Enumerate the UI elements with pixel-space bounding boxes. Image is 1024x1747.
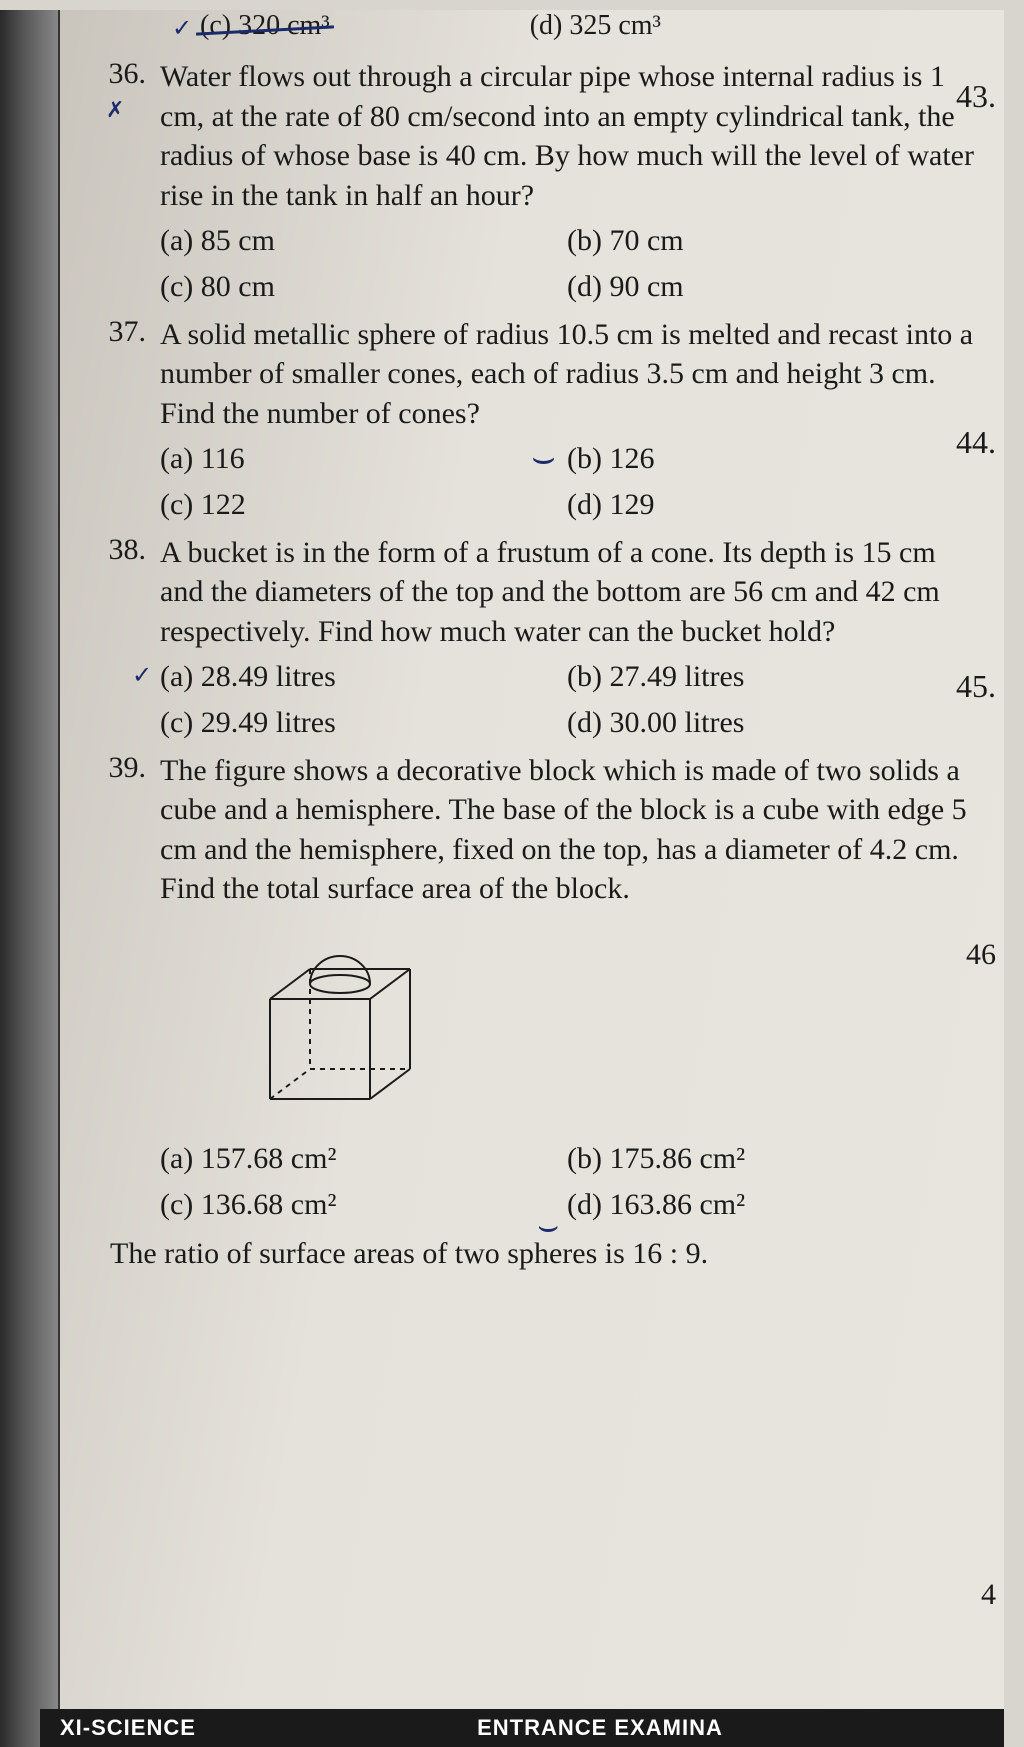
question-38: 38. A bucket is in the form of a frustum… — [100, 533, 974, 743]
page: ✓ (c) 320 cm³ (d) 325 cm³ 36. ✗ Water fl… — [40, 10, 1004, 1747]
option-a: (a) 157.68 cm² — [160, 1139, 567, 1179]
cube-hemisphere-figure — [240, 929, 974, 1130]
question-text: The figure shows a decorative block whic… — [160, 754, 967, 906]
option-c-text: (c) 320 cm³ — [200, 10, 330, 42]
option-b: (b) 175.86 cm² — [567, 1139, 974, 1179]
question-number: 38. — [100, 533, 160, 743]
footer-strip: XI-SCIENCE ENTRANCE EXAMINA — [40, 1709, 1004, 1747]
option-a: (a) 116 — [160, 439, 567, 479]
check-mark-icon: ⌣ — [537, 1205, 559, 1250]
strip-right: ENTRANCE EXAMINA — [477, 1715, 723, 1741]
side-number-46: 46 — [966, 938, 996, 972]
side-number-45: 45. — [956, 668, 996, 705]
option-b: (b) 70 cm — [567, 221, 974, 261]
strip-left: XI-SCIENCE — [60, 1715, 196, 1741]
option-d: ⌣ (d) 163.86 cm² — [567, 1185, 974, 1225]
top-option-row: ✓ (c) 320 cm³ (d) 325 cm³ — [100, 10, 974, 42]
option-c: (c) 122 — [160, 485, 567, 525]
question-body: A bucket is in the form of a frustum of … — [160, 533, 974, 743]
options-grid: (a) 157.68 cm² (b) 175.86 cm² (c) 136.68… — [160, 1139, 974, 1224]
side-number-44: 44. — [956, 424, 996, 461]
options-grid: (a) 85 cm (b) 70 cm (c) 80 cm (d) 90 cm — [160, 221, 974, 306]
option-d: (d) 90 cm — [567, 267, 974, 307]
question-text: A solid metallic sphere of radius 10.5 c… — [160, 318, 973, 430]
option-c: (c) 136.68 cm² — [160, 1185, 567, 1225]
option-c: ✓ (c) 320 cm³ — [200, 10, 330, 42]
question-body: ✗ Water flows out through a circular pip… — [160, 57, 974, 307]
question-body: A solid metallic sphere of radius 10.5 c… — [160, 315, 974, 525]
option-d: (d) 30.00 litres — [567, 703, 974, 743]
side-number-43: 43. — [956, 78, 996, 115]
option-a: (a) 85 cm — [160, 221, 567, 261]
question-number: 37. — [100, 315, 160, 525]
options-grid: (a) 116 ⌣ (b) 126 (c) 122 (d) 129 — [160, 439, 974, 524]
cross-mark-icon: ✗ — [106, 95, 124, 124]
question-text: Water flows out through a circular pipe … — [160, 60, 974, 212]
check-mark-icon: ✓ — [172, 14, 192, 43]
option-c: (c) 29.49 litres — [160, 703, 567, 743]
book-binding — [0, 10, 60, 1747]
question-body: The figure shows a decorative block whic… — [160, 751, 974, 1225]
option-d: (d) 325 cm³ — [530, 10, 661, 42]
question-number: 39. — [100, 751, 160, 1225]
question-36: 36. ✗ Water flows out through a circular… — [100, 57, 974, 307]
check-mark-icon: ✓ — [132, 661, 152, 693]
question-text: A bucket is in the form of a frustum of … — [160, 536, 940, 648]
cube-hemisphere-svg — [240, 929, 440, 1119]
option-b: (b) 27.49 litres — [567, 657, 974, 697]
option-d-text: (d) 163.86 cm² — [567, 1188, 745, 1221]
option-a: ✓ (a) 28.49 litres — [160, 657, 567, 697]
option-c: (c) 80 cm — [160, 267, 567, 307]
check-mark-icon: ⌣ — [531, 433, 556, 483]
option-d: (d) 129 — [567, 485, 974, 525]
option-b-text: (b) 126 — [567, 442, 654, 475]
question-39: 39. The figure shows a decorative block … — [100, 751, 974, 1225]
question-37: 37. A solid metallic sphere of radius 10… — [100, 315, 974, 525]
option-b: ⌣ (b) 126 — [567, 439, 974, 479]
side-number-4: 4 — [981, 1578, 996, 1612]
option-a-text: (a) 28.49 litres — [160, 660, 336, 693]
options-grid: ✓ (a) 28.49 litres (b) 27.49 litres (c) … — [160, 657, 974, 742]
